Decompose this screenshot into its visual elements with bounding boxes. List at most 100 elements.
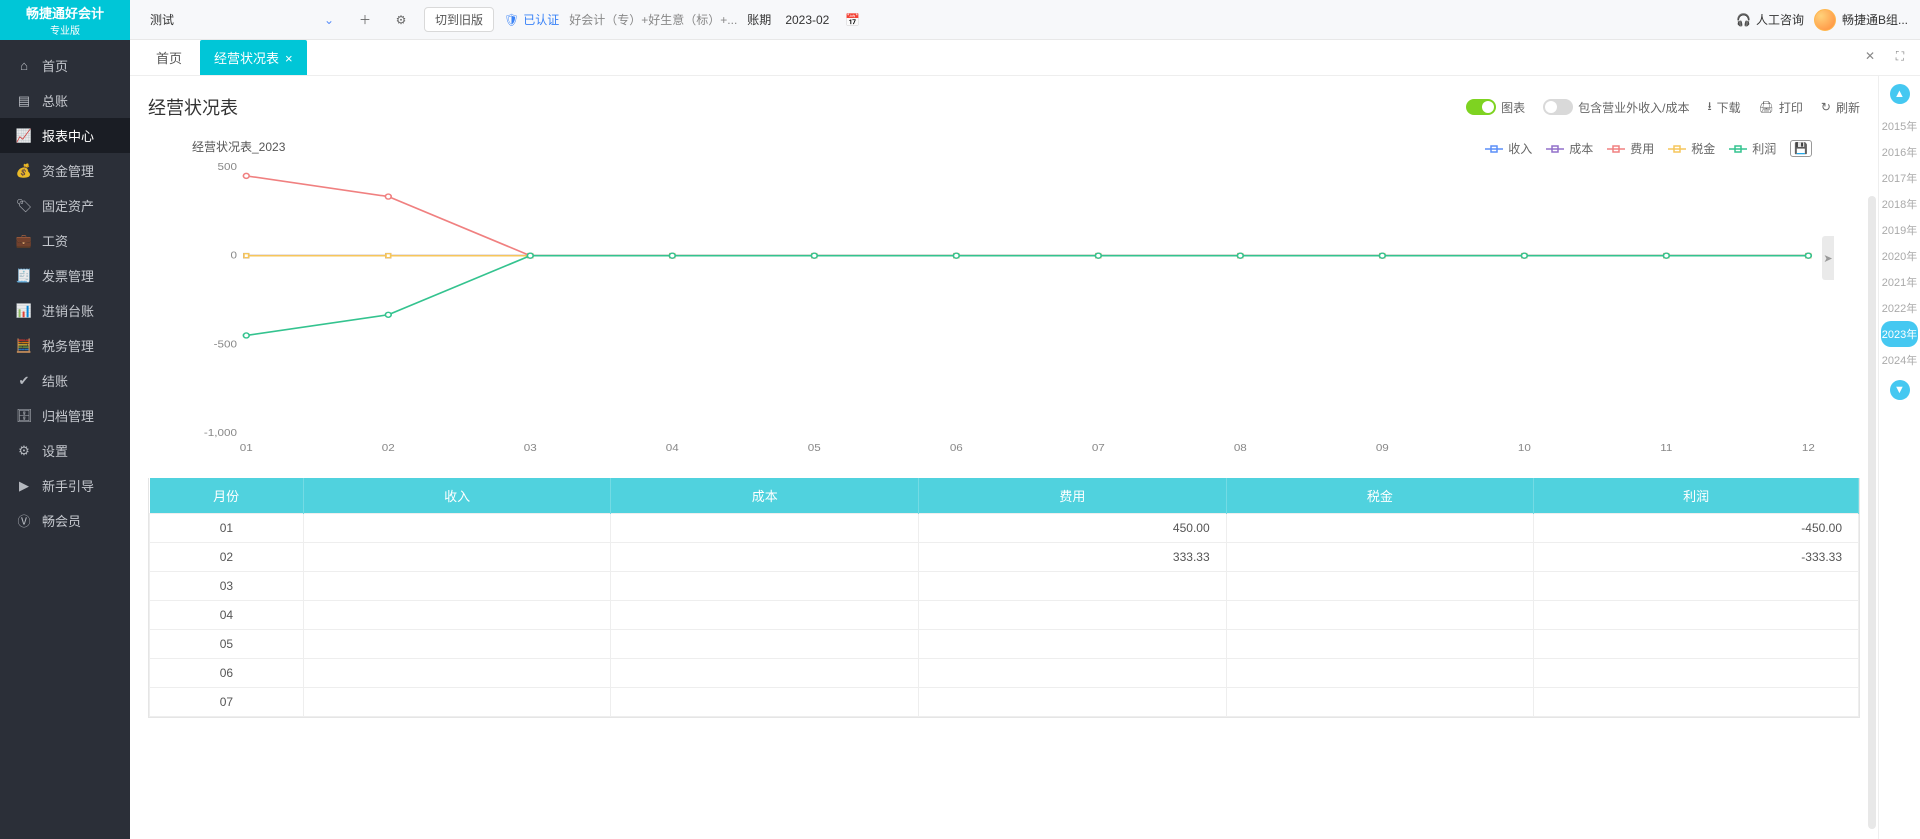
sidebar-item-6[interactable]: 🧾发票管理: [0, 258, 130, 293]
sidebar-item-3[interactable]: 💰资金管理: [0, 153, 130, 188]
year-item[interactable]: 2023年: [1881, 321, 1918, 347]
cell-expense: [919, 688, 1227, 717]
cell-expense: [919, 572, 1227, 601]
download-label: 下载: [1717, 99, 1741, 116]
legend-item[interactable]: 税金: [1668, 140, 1715, 157]
cell-income: [303, 688, 611, 717]
download-button[interactable]: ⭳ 下载: [1707, 97, 1740, 118]
toggle-off-icon: [1543, 99, 1573, 115]
cell-profit: [1534, 630, 1859, 659]
cell-profit: -333.33: [1534, 543, 1859, 572]
legend-item[interactable]: 收入: [1485, 140, 1532, 157]
year-item[interactable]: 2024年: [1879, 347, 1920, 373]
cell-income: [303, 514, 611, 543]
org-selector[interactable]: 测试 ⌄: [142, 7, 342, 33]
auth-text: 已认证: [523, 11, 559, 28]
brand-logo[interactable]: 畅捷通好会计 专业版: [0, 0, 130, 40]
table-row[interactable]: 02333.33-333.33: [150, 543, 1859, 572]
page-header: 经营状况表 图表 包含营业外收入/成本 ⭳ 下载: [148, 94, 1860, 120]
cell-profit: [1534, 601, 1859, 630]
tabbar: 首页 经营状况表× ✕ ⛶: [130, 40, 1920, 76]
year-item[interactable]: 2021年: [1879, 269, 1920, 295]
switch-old-button[interactable]: 切到旧版: [424, 7, 494, 32]
sidebar-item-label: 税务管理: [42, 336, 94, 355]
sidebar-item-13[interactable]: Ⓥ畅会员: [0, 503, 130, 538]
tab-label: 首页: [156, 51, 182, 66]
close-icon[interactable]: ×: [285, 51, 293, 66]
legend-item[interactable]: 利润: [1729, 140, 1776, 157]
chart-toggle[interactable]: 图表: [1466, 99, 1525, 116]
table-row[interactable]: 04: [150, 601, 1859, 630]
cell-tax: [1226, 630, 1534, 659]
cell-tax: [1226, 543, 1534, 572]
cell-profit: -450.00: [1534, 514, 1859, 543]
table-row[interactable]: 03: [150, 572, 1859, 601]
print-button[interactable]: 🖨 打印: [1759, 99, 1803, 116]
sidebar-item-1[interactable]: ▤总账: [0, 83, 130, 118]
scrollbar[interactable]: [1868, 196, 1876, 829]
tab-1[interactable]: 经营状况表×: [200, 40, 307, 75]
svg-text:08: 08: [1234, 443, 1247, 454]
year-item[interactable]: 2019年: [1879, 217, 1920, 243]
nav-icon: ✔: [16, 373, 32, 389]
sidebar-item-10[interactable]: 🗄归档管理: [0, 398, 130, 433]
collapse-rail-button[interactable]: ➤: [1822, 236, 1834, 280]
year-item[interactable]: 2022年: [1879, 295, 1920, 321]
add-button[interactable]: ＋: [352, 7, 378, 33]
include-extra-toggle[interactable]: 包含营业外收入/成本: [1543, 99, 1689, 116]
legend-label: 税金: [1691, 140, 1715, 157]
year-item[interactable]: 2020年: [1879, 243, 1920, 269]
topbar: 测试 ⌄ ＋ ⚙ 切到旧版 🛡 已认证 好会计（专）+好生意（标）+... 账期…: [130, 0, 1920, 40]
sidebar-item-9[interactable]: ✔ 结账: [0, 363, 130, 398]
cell-cost: [611, 659, 919, 688]
legend-item[interactable]: 成本: [1546, 140, 1593, 157]
table-row[interactable]: 07: [150, 688, 1859, 717]
scroll-up-button[interactable]: ▲: [1890, 84, 1910, 104]
refresh-button[interactable]: ↻ 刷新: [1821, 99, 1860, 116]
sidebar-item-11[interactable]: ⚙设置: [0, 433, 130, 468]
sidebar-item-7[interactable]: 📊进销台账: [0, 293, 130, 328]
gear-icon[interactable]: ⚙: [388, 7, 414, 33]
calendar-icon[interactable]: 📅: [845, 13, 860, 27]
fullscreen-button[interactable]: ⛶: [1888, 44, 1912, 68]
legend-item[interactable]: 费用: [1607, 140, 1654, 157]
table-row[interactable]: 01450.00-450.00: [150, 514, 1859, 543]
cell-month: 07: [150, 688, 304, 717]
sidebar-item-0[interactable]: ⌂首页: [0, 48, 130, 83]
sidebar-item-5[interactable]: 💼工资: [0, 223, 130, 258]
sidebar-item-label: 结账: [42, 371, 68, 390]
sidebar-item-label: 新手引导: [42, 476, 94, 495]
page-title: 经营状况表: [148, 94, 238, 120]
year-item[interactable]: 2016年: [1879, 139, 1920, 165]
table-header: 税金: [1226, 478, 1534, 514]
sidebar-item-12[interactable]: ▶新手引导: [0, 468, 130, 503]
print-label: 打印: [1779, 99, 1803, 116]
user-menu[interactable]: 畅捷通B组...: [1814, 9, 1908, 31]
user-name: 畅捷通B组...: [1842, 11, 1908, 28]
sidebar-item-2[interactable]: 📈报表中心: [0, 118, 130, 153]
page: 经营状况表 图表 包含营业外收入/成本 ⭳ 下载: [130, 76, 1878, 839]
sidebar-item-label: 畅会员: [42, 511, 81, 530]
year-item[interactable]: 2018年: [1879, 191, 1920, 217]
cell-month: 05: [150, 630, 304, 659]
tab-close-all-button[interactable]: ✕: [1858, 44, 1882, 68]
table-row[interactable]: 05: [150, 630, 1859, 659]
cell-cost: [611, 572, 919, 601]
year-item[interactable]: 2015年: [1879, 113, 1920, 139]
year-item[interactable]: 2017年: [1879, 165, 1920, 191]
sidebar-item-4[interactable]: 🏷固定资产: [0, 188, 130, 223]
avatar: [1814, 9, 1836, 31]
cell-income: [303, 659, 611, 688]
period-value[interactable]: 2023-02: [785, 13, 829, 27]
nav-icon: 🏷: [16, 198, 32, 214]
table-row[interactable]: 06: [150, 659, 1859, 688]
cell-profit: [1534, 572, 1859, 601]
tab-0[interactable]: 首页: [142, 40, 196, 75]
auth-badge[interactable]: 🛡 已认证: [504, 11, 559, 28]
sidebar-item-8[interactable]: 🧮税务管理: [0, 328, 130, 363]
support-link[interactable]: 🎧 人工咨询: [1736, 11, 1804, 28]
cell-expense: 450.00: [919, 514, 1227, 543]
save-chart-icon[interactable]: 💾: [1790, 140, 1812, 157]
scroll-down-button[interactable]: ▼: [1890, 380, 1910, 400]
headset-icon: 🎧: [1736, 13, 1751, 27]
